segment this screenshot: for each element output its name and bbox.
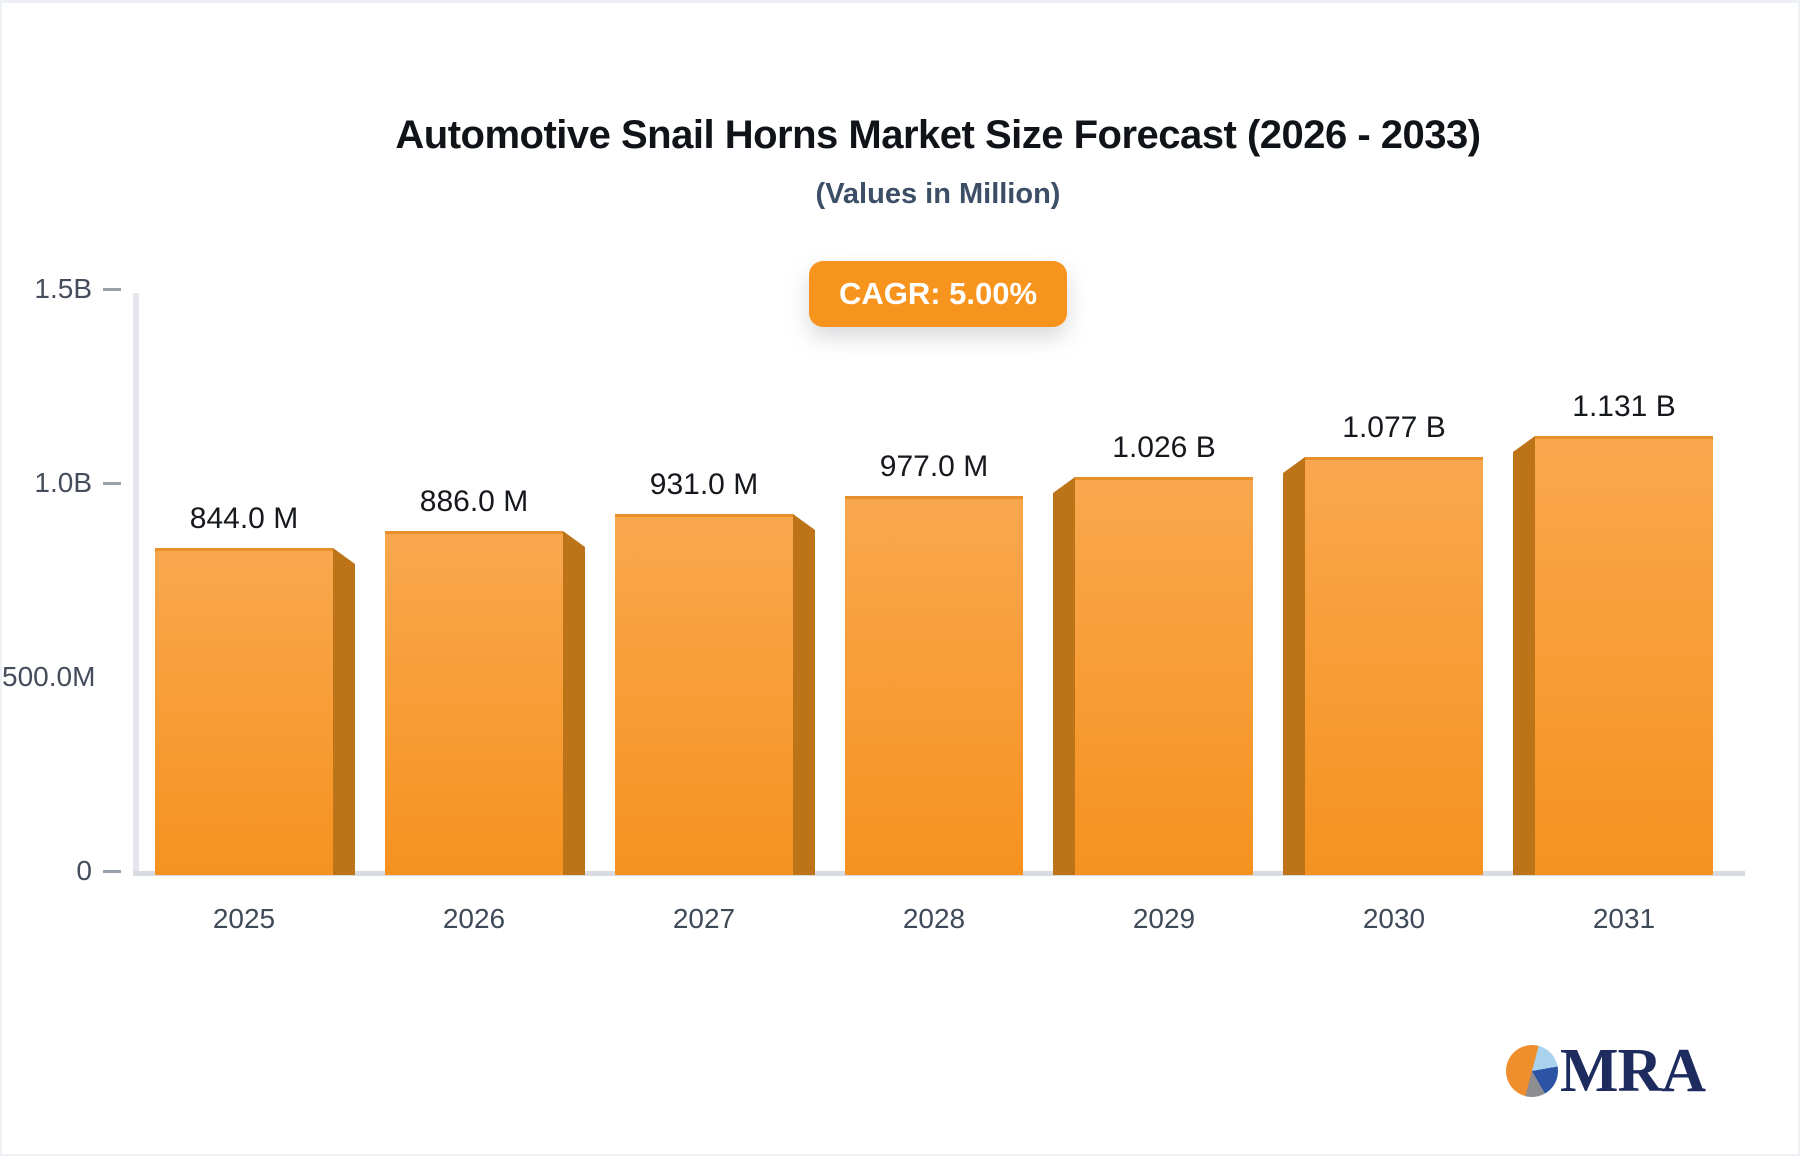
x-tick-label: 2027 bbox=[672, 903, 736, 934]
bar-value-label: 977.0 M bbox=[879, 450, 989, 483]
x-tick-label: 2030 bbox=[1362, 903, 1426, 934]
bar-3d-side bbox=[1053, 477, 1075, 875]
bar bbox=[1305, 457, 1483, 875]
bar-value-label: 1.077 B bbox=[1342, 411, 1446, 444]
mra-logo: MRA bbox=[1506, 1037, 1706, 1105]
bar bbox=[615, 514, 793, 875]
y-tick-label: 500.0M bbox=[2, 661, 96, 692]
bar-value-label: 1.131 B bbox=[1572, 390, 1676, 423]
cagr-badge: CAGR: 5.00% bbox=[808, 261, 1068, 327]
y-tick-label: 1.0B bbox=[34, 467, 92, 498]
pie-chart-logo-icon bbox=[1506, 1045, 1558, 1097]
y-axis-line bbox=[133, 293, 139, 876]
bar-value-label: 1.026 B bbox=[1112, 431, 1216, 464]
y-tick-label: 1.5B bbox=[34, 273, 92, 304]
x-tick-label: 2031 bbox=[1592, 903, 1656, 934]
bar-3d-side bbox=[333, 548, 355, 875]
bar-3d-side bbox=[1513, 436, 1535, 875]
bar-value-label: 886.0 M bbox=[419, 485, 529, 518]
bar-3d-side bbox=[1283, 457, 1305, 875]
bar-value-label: 931.0 M bbox=[649, 468, 759, 501]
bar-3d-side bbox=[793, 514, 815, 875]
y-tick-mark bbox=[103, 288, 121, 291]
chart-card: Automotive Snail Horns Market Size Forec… bbox=[2, 3, 1798, 1154]
bar bbox=[845, 496, 1023, 875]
chart-title: Automotive Snail Horns Market Size Forec… bbox=[395, 113, 1481, 157]
bar bbox=[1075, 477, 1253, 875]
bar-3d-side bbox=[563, 531, 585, 875]
x-tick-label: 2025 bbox=[212, 903, 276, 934]
bar bbox=[155, 548, 333, 875]
x-tick-label: 2029 bbox=[1132, 903, 1196, 934]
chart-subtitle: (Values in Million) bbox=[815, 178, 1061, 210]
y-tick-mark bbox=[103, 870, 121, 873]
cagr-badge-row: CAGR: 5.00% bbox=[74, 261, 1800, 327]
x-tick-label: 2026 bbox=[442, 903, 506, 934]
bar bbox=[1535, 436, 1713, 875]
y-tick-label: 0 bbox=[76, 855, 92, 886]
logo-text: MRA bbox=[1560, 1037, 1706, 1105]
x-tick-label: 2028 bbox=[902, 903, 966, 934]
plot-area: 1.5B 1.0B 500.0M 0 844.0 M 2025 886.0 M 2026 931… bbox=[2, 3, 1798, 1154]
bar-value-label: 844.0 M bbox=[189, 502, 299, 535]
y-tick-mark bbox=[103, 482, 121, 485]
bar bbox=[385, 531, 563, 875]
